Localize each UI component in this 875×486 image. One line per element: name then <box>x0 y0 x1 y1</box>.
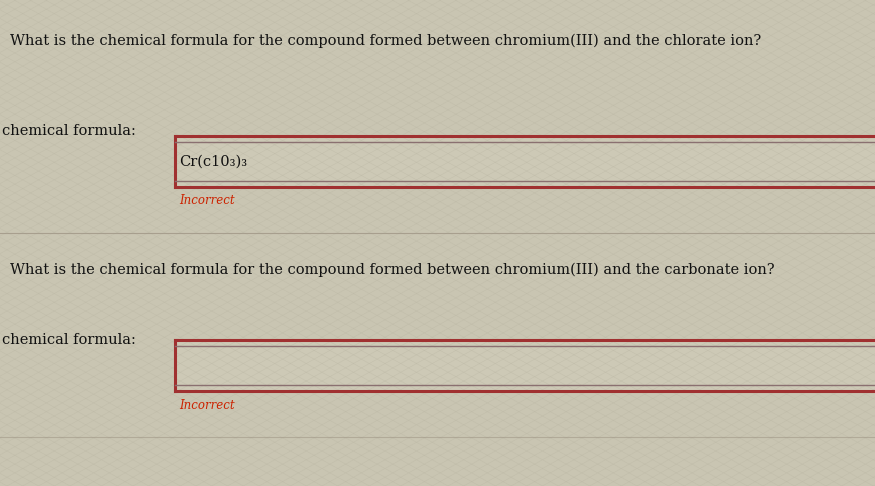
Text: What is the chemical formula for the compound formed between chromium(III) and t: What is the chemical formula for the com… <box>10 34 762 49</box>
Text: Incorrect: Incorrect <box>179 399 235 412</box>
Text: Cr(c10₃)₃: Cr(c10₃)₃ <box>179 155 248 169</box>
Text: What is the chemical formula for the compound formed between chromium(III) and t: What is the chemical formula for the com… <box>10 262 775 277</box>
FancyBboxPatch shape <box>175 340 875 391</box>
Text: Incorrect: Incorrect <box>179 194 235 208</box>
Text: chemical formula:: chemical formula: <box>2 333 136 347</box>
Text: chemical formula:: chemical formula: <box>2 124 136 138</box>
FancyBboxPatch shape <box>175 136 875 187</box>
